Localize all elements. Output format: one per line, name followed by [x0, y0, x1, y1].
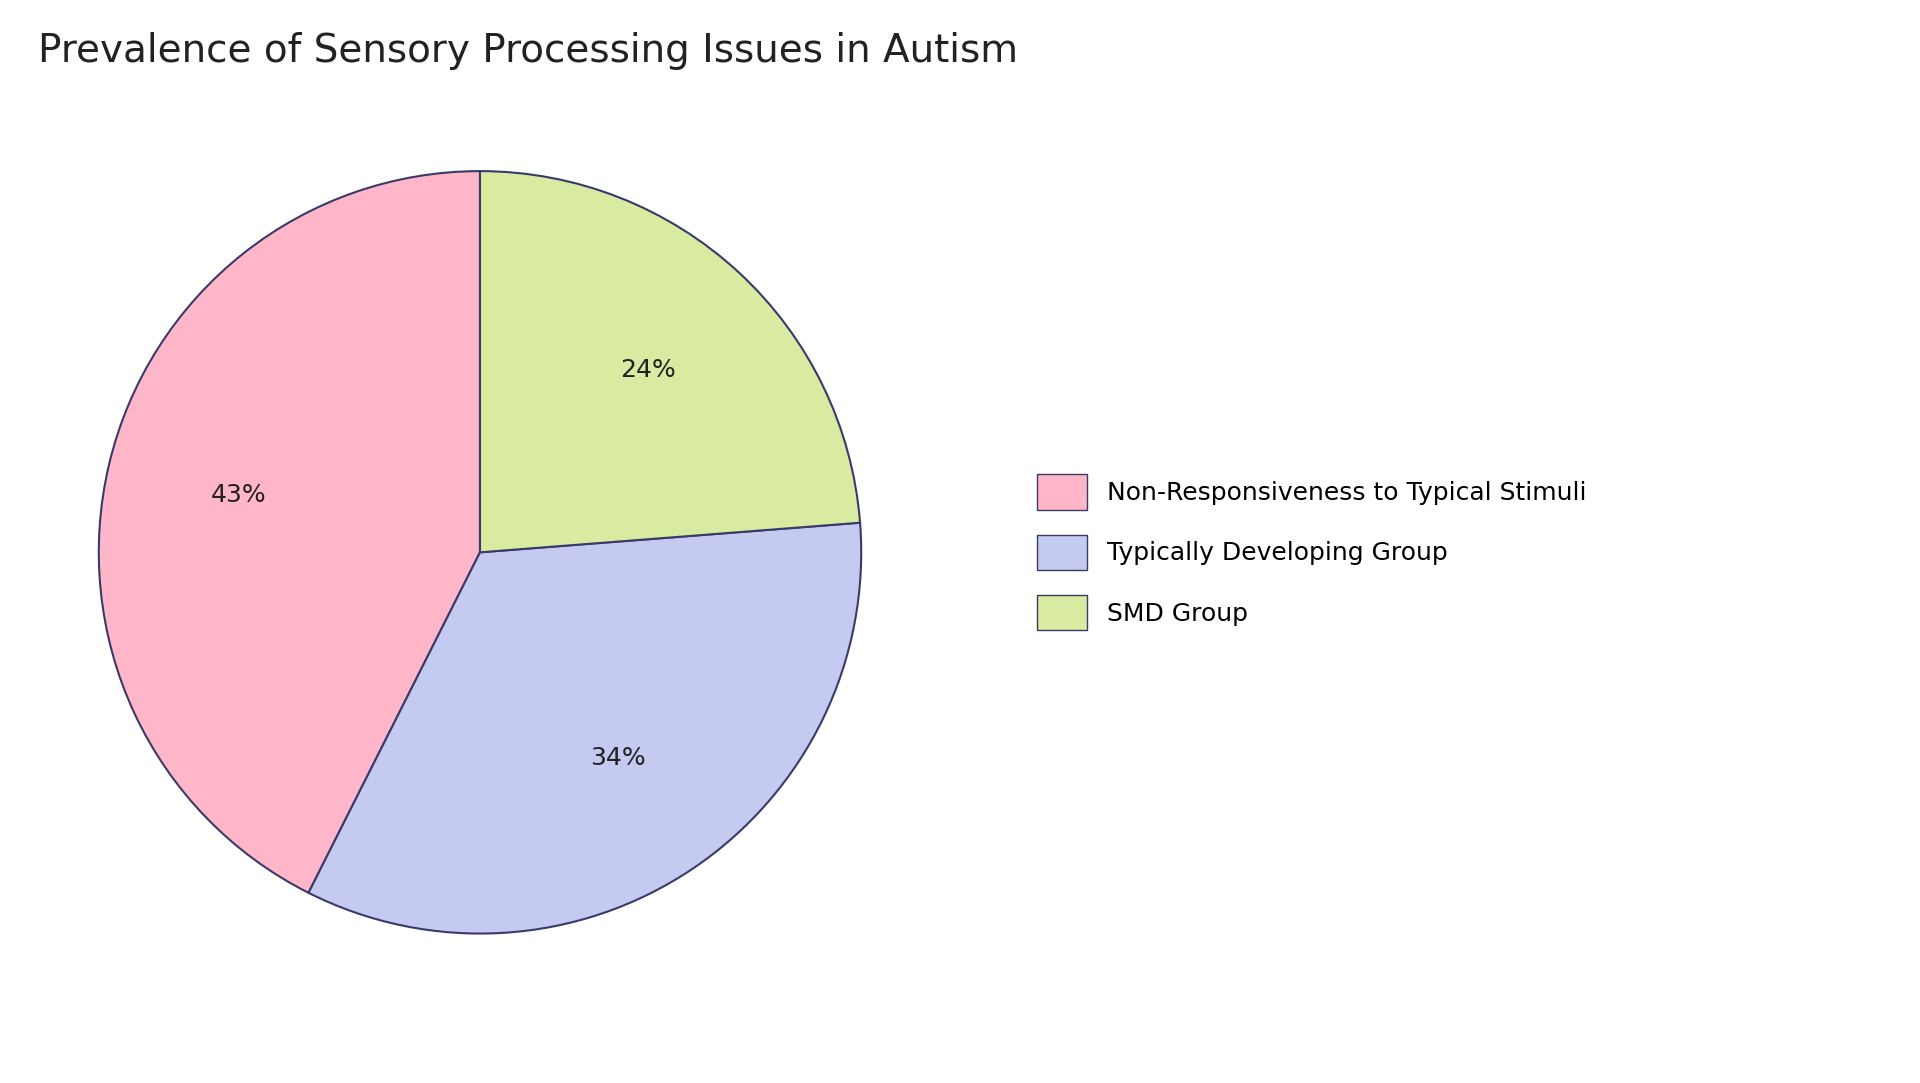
Wedge shape	[98, 171, 480, 892]
Text: 24%: 24%	[620, 358, 676, 382]
Wedge shape	[309, 523, 862, 934]
Text: Prevalence of Sensory Processing Issues in Autism: Prevalence of Sensory Processing Issues …	[38, 32, 1018, 70]
Wedge shape	[480, 171, 860, 552]
Legend: Non-Responsiveness to Typical Stimuli, Typically Developing Group, SMD Group: Non-Responsiveness to Typical Stimuli, T…	[1018, 454, 1607, 651]
Text: 34%: 34%	[589, 746, 645, 770]
Text: 43%: 43%	[211, 483, 267, 507]
